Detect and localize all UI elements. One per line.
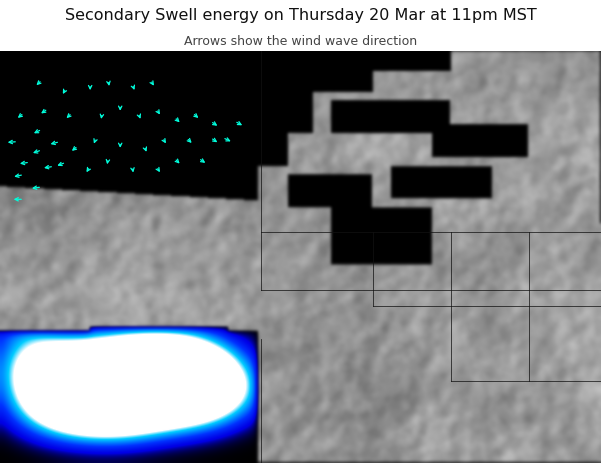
- Text: Arrows show the wind wave direction: Arrows show the wind wave direction: [184, 35, 417, 48]
- Text: Secondary Swell energy on Thursday 20 Mar at 11pm MST: Secondary Swell energy on Thursday 20 Ma…: [65, 8, 536, 23]
